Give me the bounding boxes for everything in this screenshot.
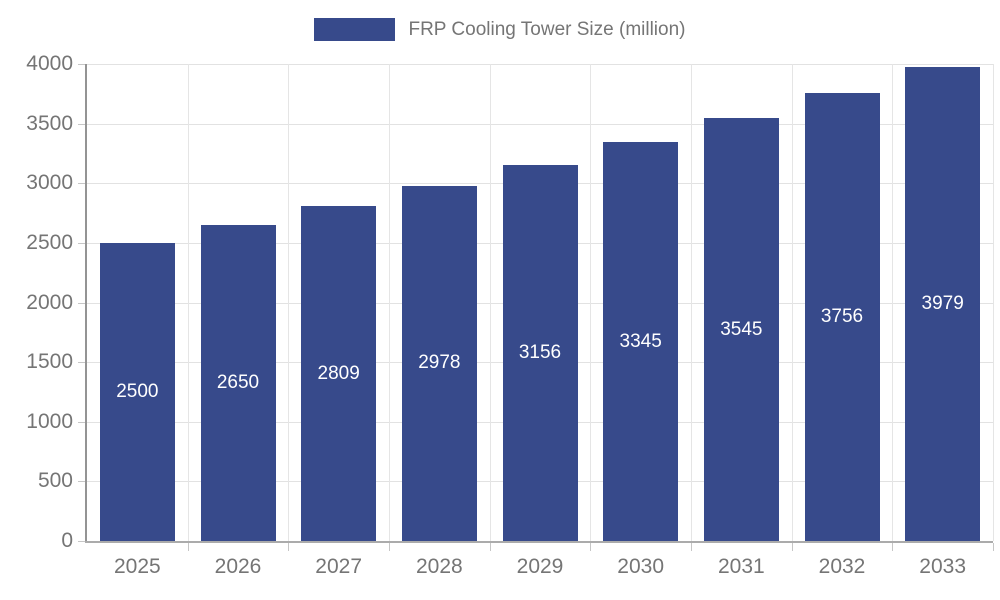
legend-label: FRP Cooling Tower Size (million) — [408, 18, 686, 40]
v-gridline — [791, 64, 793, 541]
v-gridline — [590, 64, 592, 541]
bar-2028[interactable] — [401, 185, 477, 541]
x-tick-label: 2029 — [516, 555, 564, 578]
bar-value-label: 3345 — [619, 330, 662, 352]
y-tick-mark — [78, 242, 85, 244]
bar-2029[interactable] — [502, 164, 578, 541]
x-tick-mark — [993, 543, 994, 551]
h-gridline — [87, 123, 993, 125]
y-tick-mark — [78, 541, 85, 542]
bar-2032[interactable] — [804, 93, 880, 541]
x-tick-label: 2032 — [818, 555, 866, 578]
plot-area: 0 500 1000 1500 2000 2500 3000 3500 4000 2500 2025… — [26, 52, 994, 578]
x-tick-mark — [187, 543, 189, 551]
x-tick-mark — [288, 543, 290, 551]
x-tick-label: 2027 — [315, 555, 363, 578]
x-tick-mark — [892, 543, 894, 551]
y-tick-mark — [78, 123, 85, 125]
bar-2026[interactable] — [200, 225, 276, 541]
bar-value-label: 3756 — [820, 306, 864, 328]
bar-2033[interactable] — [905, 66, 981, 541]
h-gridline — [87, 64, 993, 65]
x-tick-label: 2033 — [919, 555, 967, 578]
y-tick-mark — [78, 362, 85, 364]
y-axis-line — [85, 64, 87, 541]
y-tick-mark — [78, 64, 85, 65]
bar-value-label: 2500 — [116, 380, 159, 402]
bar-value-label: 3156 — [518, 341, 562, 363]
bar-value-label: 3545 — [720, 318, 763, 340]
x-tick-label: 2028 — [415, 555, 463, 578]
x-tick-label: 2030 — [617, 555, 665, 578]
bar-2030[interactable] — [603, 142, 679, 541]
x-tick-label: 2025 — [113, 555, 161, 578]
x-tick-mark — [791, 543, 793, 551]
y-tick-label: 3000 — [26, 171, 73, 195]
x-tick-mark — [691, 543, 692, 551]
legend-swatch — [314, 18, 396, 41]
y-tick-label: 500 — [37, 469, 73, 493]
bar-value-label: 2809 — [317, 362, 360, 384]
y-tick-mark — [78, 183, 85, 185]
v-gridline — [389, 64, 390, 541]
bar-2031[interactable] — [703, 118, 779, 541]
y-tick-label: 2500 — [26, 230, 73, 254]
x-tick-label: 2031 — [717, 555, 765, 578]
bar-value-label: 3979 — [921, 292, 964, 314]
y-tick-label: 2000 — [26, 290, 73, 314]
y-tick-label: 1000 — [26, 409, 73, 433]
x-tick-label: 2026 — [214, 555, 262, 578]
y-tick-mark — [78, 302, 85, 304]
x-tick-mark — [489, 543, 491, 551]
y-tick-label: 0 — [61, 529, 73, 552]
bar-2025[interactable] — [99, 242, 175, 541]
bar-value-label: 2978 — [418, 352, 461, 374]
x-tick-mark — [590, 543, 592, 551]
v-gridline — [892, 64, 894, 541]
v-gridline — [489, 64, 491, 541]
y-tick-label: 1500 — [26, 350, 73, 374]
y-tick-mark — [78, 481, 85, 483]
v-gridline — [187, 64, 189, 541]
bar-value-label: 2650 — [216, 371, 260, 393]
v-gridline — [993, 64, 994, 541]
v-gridline — [288, 64, 290, 541]
bar-2027[interactable] — [301, 206, 377, 541]
legend[interactable]: FRP Cooling Tower Size (million) — [0, 18, 1000, 41]
x-tick-mark — [389, 543, 390, 551]
y-tick-mark — [78, 421, 85, 423]
y-tick-label: 3500 — [26, 111, 73, 135]
x-axis-line — [85, 541, 993, 543]
v-gridline — [691, 64, 692, 541]
y-tick-label: 4000 — [26, 52, 73, 75]
